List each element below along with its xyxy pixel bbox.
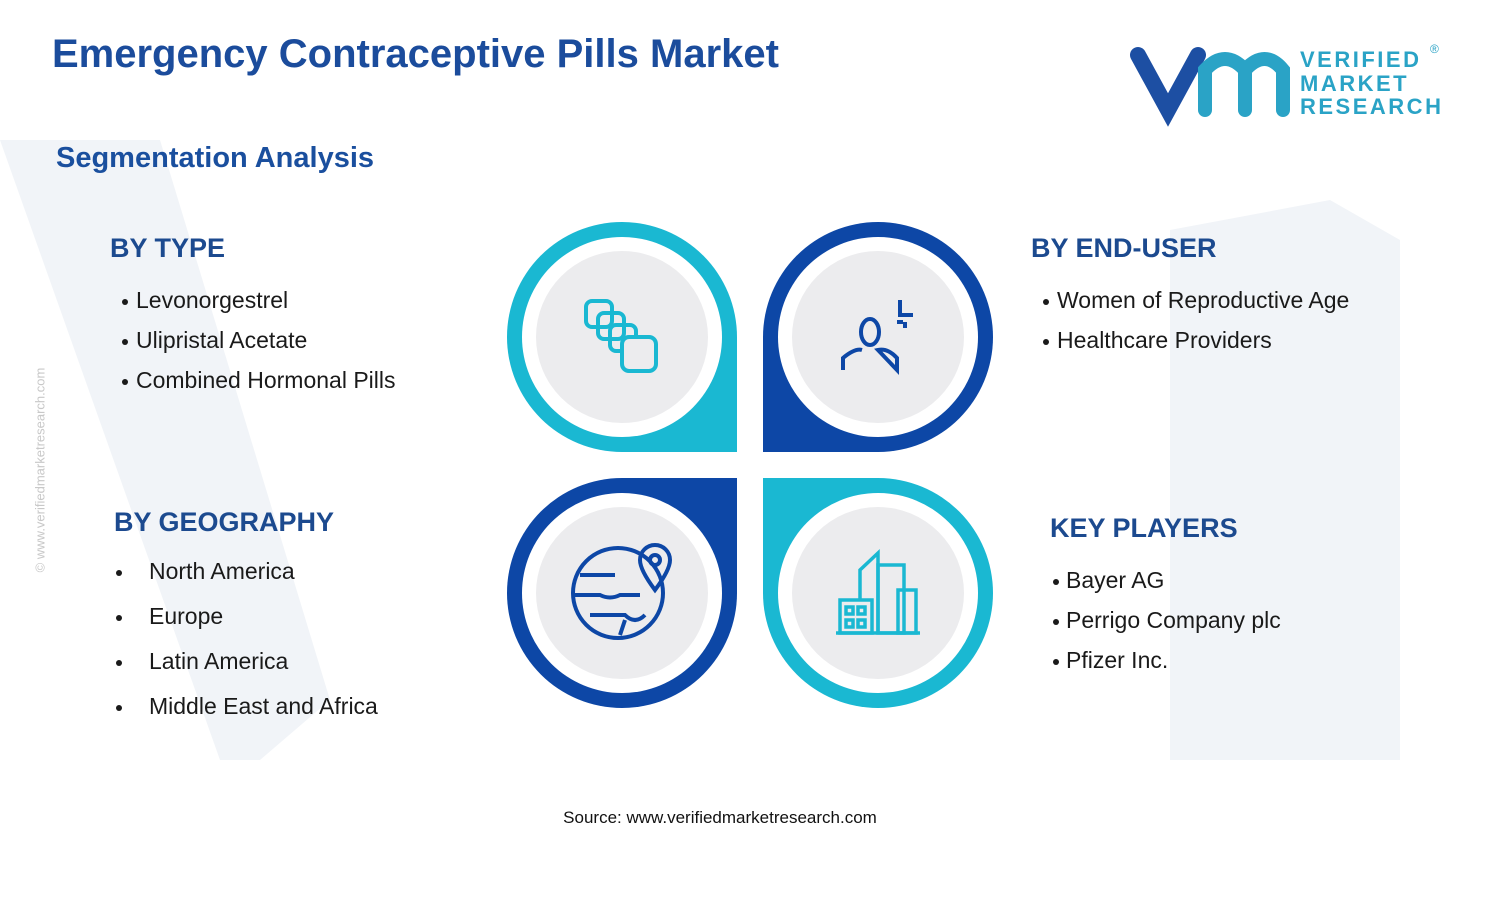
- quadrant-geography: [507, 478, 737, 708]
- bullet: [116, 615, 122, 621]
- segment-heading: BY END-USER: [1031, 233, 1217, 263]
- bullet: [1053, 659, 1059, 665]
- subtitle: Segmentation Analysis: [56, 142, 375, 174]
- quadrant-type: [507, 222, 737, 452]
- quadrant-key-players: [763, 478, 993, 708]
- segment-item: Bayer AG: [1066, 567, 1165, 593]
- bullet: [122, 299, 128, 305]
- source: Source: www.verifiedmarketresearch.com: [563, 808, 877, 827]
- segment-item: Combined Hormonal Pills: [136, 367, 396, 393]
- bullet: [1043, 299, 1049, 305]
- bullet: [1043, 339, 1049, 345]
- segment-item: Women of Reproductive Age: [1057, 287, 1350, 313]
- segment-heading: BY TYPE: [110, 233, 226, 263]
- logo-text: MARKET: [1300, 71, 1410, 96]
- bullet: [122, 339, 128, 345]
- segment-item: North America: [149, 558, 295, 584]
- segment-item: Ulipristal Acetate: [136, 327, 308, 353]
- segment-heading: BY GEOGRAPHY: [114, 507, 335, 537]
- logo-text: RESEARCH: [1300, 94, 1444, 119]
- segment-item: Middle East and Africa: [149, 693, 378, 719]
- bullet: [116, 570, 122, 576]
- logo-text: VERIFIED: [1300, 47, 1422, 72]
- segment-item: Latin America: [149, 648, 289, 674]
- segment-item: Perrigo Company plc: [1066, 607, 1281, 633]
- bullet: [122, 379, 128, 385]
- segment-item: Europe: [149, 603, 224, 629]
- segment-item: Pfizer Inc.: [1066, 647, 1169, 673]
- logo-mark: [1130, 47, 1290, 127]
- bullet: [1053, 579, 1059, 585]
- segment-heading: KEY PLAYERS: [1050, 513, 1238, 543]
- bullet: [1053, 619, 1059, 625]
- bullet: [116, 660, 122, 666]
- watermark-shape: [0, 140, 1400, 760]
- bullet: [116, 705, 122, 711]
- logo-registered: ®: [1430, 42, 1439, 56]
- watermark: © www.verifiedmarketresearch.com: [32, 367, 48, 573]
- quadrant-end-user: [763, 222, 993, 452]
- segment-item: Healthcare Providers: [1057, 327, 1272, 353]
- title: Emergency Contraceptive Pills Market: [52, 32, 779, 76]
- segment-item: Levonorgestrel: [136, 287, 289, 313]
